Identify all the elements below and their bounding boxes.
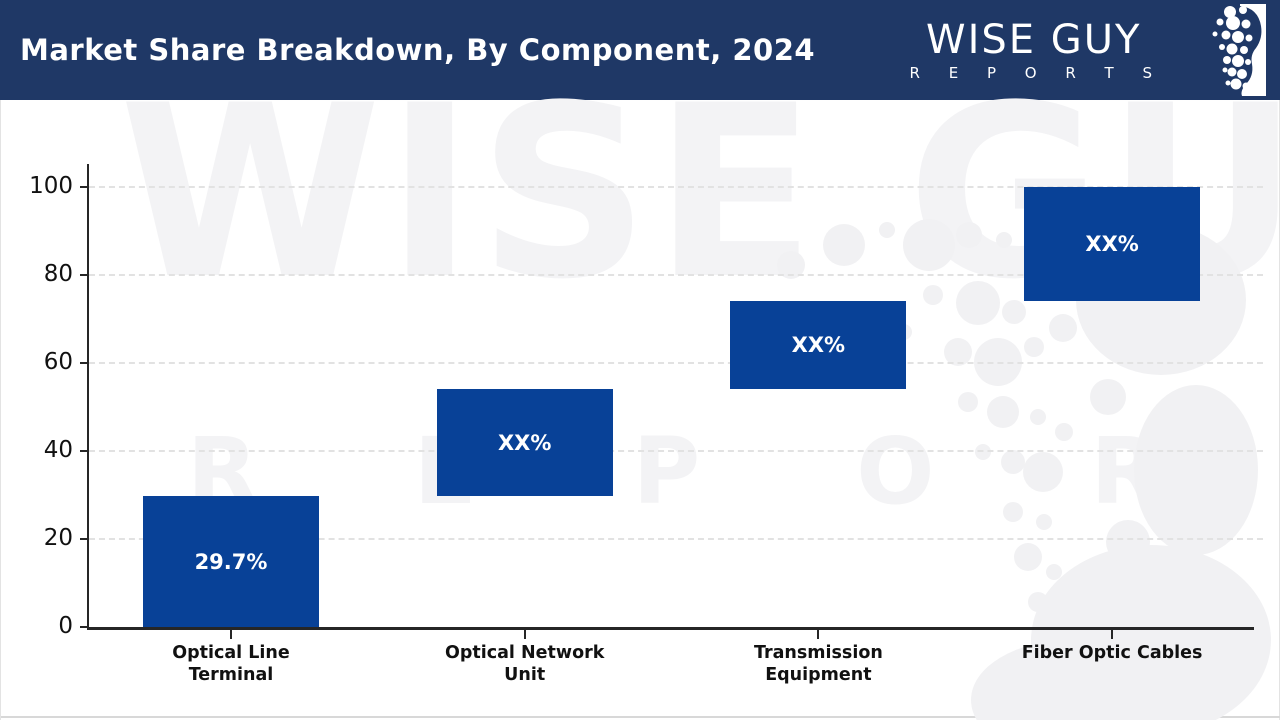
x-tick-optical-network-unit [523, 630, 526, 639]
gridline-100 [89, 186, 1263, 188]
x-tick-fiber-optic-cables [1111, 630, 1114, 639]
y-tick-label-60: 60 [43, 349, 73, 375]
x-tick-transmission-equipment [817, 630, 820, 639]
bar-value-label-optical-network-unit: XX% [497, 430, 552, 455]
bar-transmission-equipment: XX% [730, 300, 907, 389]
x-tick-optical-line-terminal [230, 630, 232, 639]
y-tick-label-0: 0 [58, 613, 73, 639]
y-tick-40 [80, 450, 88, 452]
gridline-40 [89, 450, 1263, 452]
background-watermark-subtitle: R E P O R T S [187, 418, 1280, 525]
logo-subtitle: R E P O R T S [909, 63, 1164, 82]
logo-wordmark: WISE GUY [926, 16, 1142, 63]
logo-text: WISE GUY R E P O R T S [904, 20, 1164, 81]
y-tick-100 [80, 186, 88, 188]
bar-value-label-fiber-optic-cables: XX% [1085, 231, 1139, 256]
wise-guy-reports-logo: WISE GUY R E P O R T S [904, 4, 1266, 96]
gridline-80 [89, 274, 1263, 276]
gridline-20 [89, 538, 1263, 540]
x-category-label-transmission-equipment: Transmission Equipment [753, 643, 883, 685]
y-tick-80 [80, 274, 88, 276]
x-category-label-fiber-optic-cables: Fiber Optic Cables [1021, 643, 1203, 663]
y-axis-line [87, 164, 89, 629]
dotted-face-icon [1212, 4, 1266, 96]
y-tick-label-20: 20 [43, 525, 73, 551]
bar-optical-line-terminal: 29.7% [143, 496, 319, 627]
chart-area: WISE GUY R E P O R T S [0, 55, 1280, 720]
y-tick-0 [80, 626, 88, 628]
y-tick-label-40: 40 [43, 437, 73, 463]
page-title: Market Share Breakdown, By Component, 20… [20, 33, 816, 67]
bar-fiber-optic-cables: XX% [1024, 187, 1201, 301]
bar-value-label-transmission-equipment: XX% [791, 332, 846, 357]
bottom-divider [1, 716, 1280, 718]
y-tick-label-80: 80 [43, 261, 73, 287]
bar-value-label-optical-line-terminal: 29.7% [194, 549, 268, 574]
y-tick-20 [80, 538, 88, 540]
y-tick-label-100: 100 [29, 173, 73, 199]
gridline-60 [89, 362, 1263, 364]
y-tick-60 [80, 362, 88, 364]
bar-optical-network-unit: XX% [436, 388, 613, 497]
x-category-label-optical-network-unit: Optical Network Unit [444, 643, 605, 685]
x-category-label-optical-line-terminal: Optical Line Terminal [172, 643, 290, 685]
header-bar: Market Share Breakdown, By Component, 20… [0, 0, 1280, 100]
x-axis-line [87, 627, 1254, 630]
